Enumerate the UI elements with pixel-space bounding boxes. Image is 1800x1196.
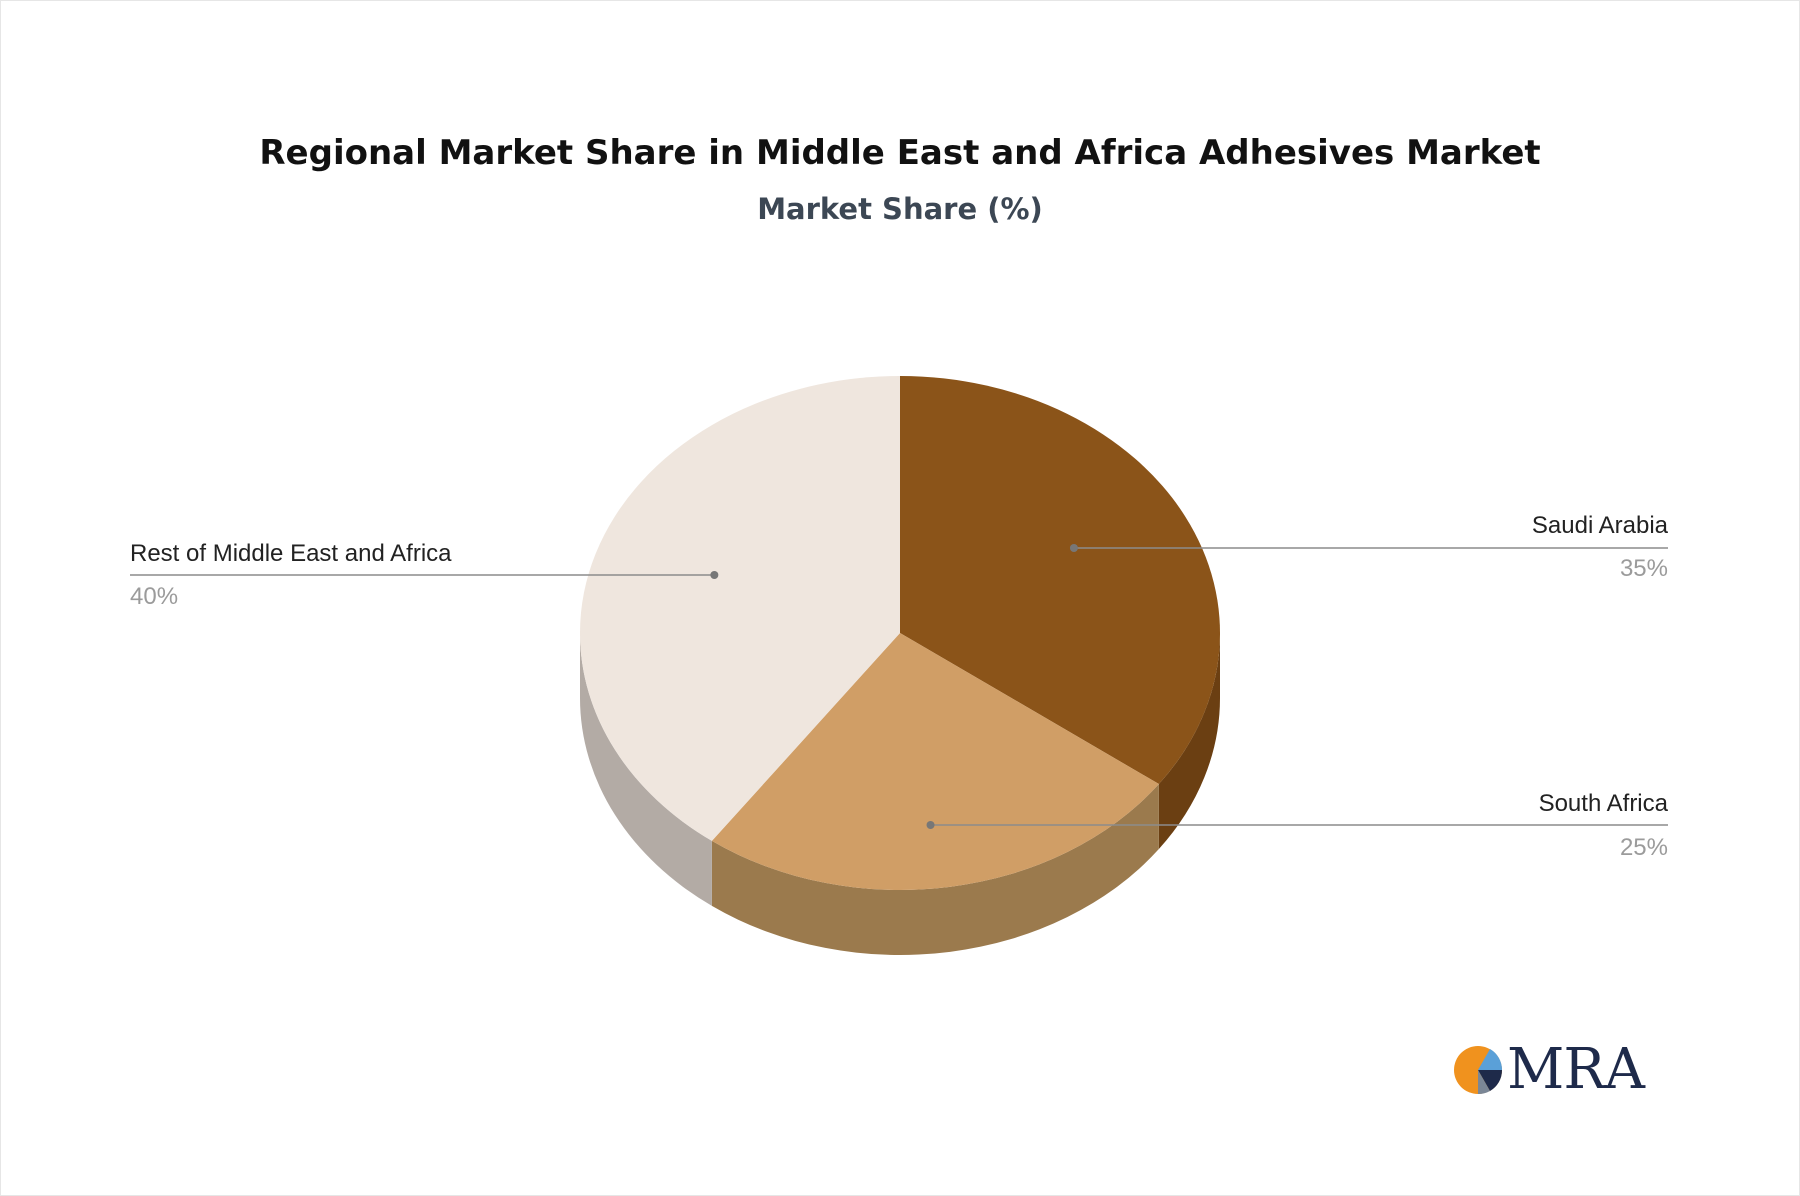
slice-value-saudi-arabia: 35% <box>1620 555 1668 582</box>
pie-slices <box>580 375 1220 890</box>
leader-dot-rest-of-middle-east-and-africa <box>710 571 719 579</box>
pie-sides <box>580 633 1220 956</box>
chart-subtitle: Market Share (%) <box>757 192 1043 226</box>
pie-side-rest-of-middle-east-and-africa <box>580 633 712 906</box>
slice-label-rest-of-middle-east-and-africa: Rest of Middle East and Africa <box>130 540 452 567</box>
pie-side-south-africa <box>711 784 1159 956</box>
slice-value-south-africa: 25% <box>1620 834 1668 861</box>
mra-logo-icon <box>1454 1046 1503 1095</box>
slice-label-south-africa: South Africa <box>1539 790 1669 817</box>
mra-logo-text: MRA <box>1507 1037 1645 1102</box>
pie-slice-saudi-arabia[interactable] <box>900 376 1220 785</box>
mra-logo: MRA <box>1450 1040 1645 1100</box>
pie-side-saudi-arabia <box>1158 633 1220 850</box>
chart-title: Regional Market Share in Middle East and… <box>259 133 1541 173</box>
slice-value-rest-of-middle-east-and-africa: 40% <box>130 583 178 610</box>
slice-label-saudi-arabia: Saudi Arabia <box>1532 512 1669 539</box>
leader-dot-south-africa <box>926 821 935 829</box>
pie-labels: Saudi Arabia 35% South Africa 25% Rest of Mi… <box>130 512 1669 861</box>
leader-dot-saudi-arabia <box>1069 544 1078 552</box>
pie-slice-rest-of-middle-east-and-africa[interactable] <box>580 375 900 841</box>
